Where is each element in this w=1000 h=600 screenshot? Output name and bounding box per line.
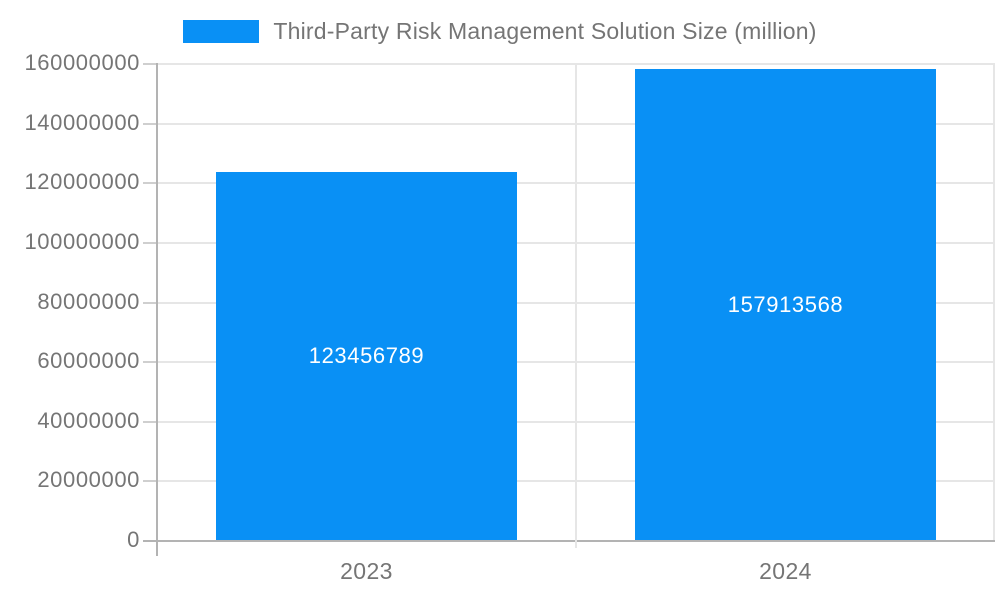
y-axis-label: 0 <box>127 527 140 552</box>
y-axis-tick <box>143 301 157 304</box>
y-axis-label: 60000000 <box>37 348 140 374</box>
y-axis-tick <box>143 540 157 542</box>
y-axis-line <box>156 63 158 556</box>
y-axis-label: 20000000 <box>37 467 140 493</box>
bar-value-label: 123456789 <box>308 343 425 368</box>
y-axis-tick <box>143 182 157 185</box>
y-axis-tick <box>143 480 157 483</box>
legend: Third-Party Risk Management Solution Siz… <box>0 18 1000 45</box>
legend-label: Third-Party Risk Management Solution Siz… <box>273 18 817 44</box>
y-axis-label: 40000000 <box>37 407 140 433</box>
bar-value-label: 157913568 <box>727 291 844 317</box>
category-divider-line <box>575 63 577 548</box>
y-axis-label: 160000000 <box>24 50 140 75</box>
y-axis-label: 80000000 <box>37 288 140 314</box>
y-axis-tick <box>143 122 157 125</box>
y-axis-label: 100000000 <box>24 228 140 254</box>
x-axis-label: 2024 <box>759 558 812 584</box>
y-axis-tick <box>143 420 157 423</box>
x-axis-label: 2023 <box>340 558 393 584</box>
y-axis-tick <box>143 63 157 65</box>
y-axis-tick <box>143 361 157 364</box>
bar-2024[interactable] <box>635 69 936 540</box>
y-axis-label: 140000000 <box>24 109 140 135</box>
y-axis-tick <box>143 241 157 244</box>
legend-swatch <box>183 20 260 43</box>
y-axis-label: 120000000 <box>24 169 140 195</box>
bar-2023[interactable] <box>216 172 517 540</box>
plot-right-border <box>993 63 995 540</box>
